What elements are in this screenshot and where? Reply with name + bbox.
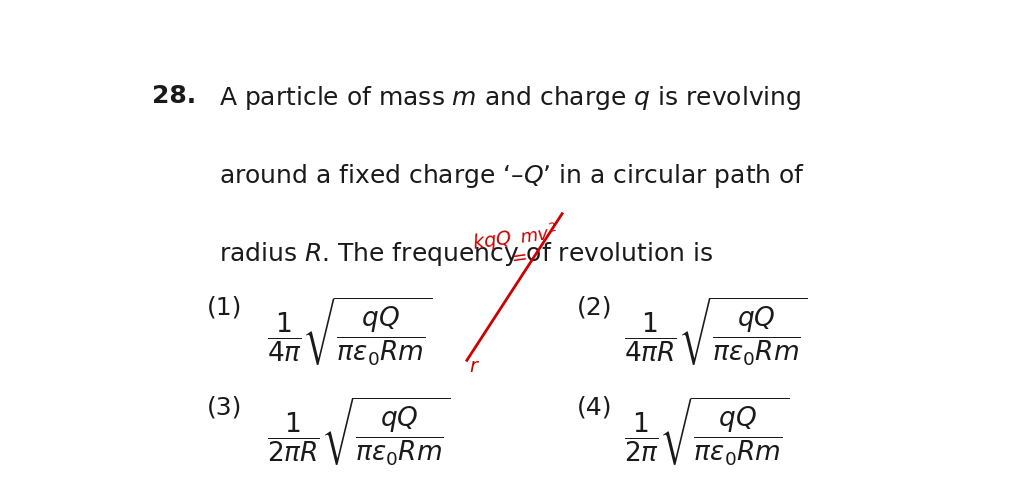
Text: $mv^2$: $mv^2$ <box>518 223 559 248</box>
Text: (4): (4) <box>577 396 612 419</box>
Text: A particle of mass $m$ and charge $q$ is revolving: A particle of mass $m$ and charge $q$ is… <box>219 84 802 112</box>
Text: radius $R$. The frequency of revolution is: radius $R$. The frequency of revolution … <box>219 240 714 268</box>
Text: $\dfrac{1}{4\pi R}\sqrt{\dfrac{qQ}{\pi\varepsilon_0 Rm}}$: $\dfrac{1}{4\pi R}\sqrt{\dfrac{qQ}{\pi\v… <box>624 295 808 368</box>
Text: $\dfrac{1}{2\pi R}\sqrt{\dfrac{qQ}{\pi\varepsilon_0 Rm}}$: $\dfrac{1}{2\pi R}\sqrt{\dfrac{qQ}{\pi\v… <box>267 396 451 468</box>
Text: $=$: $=$ <box>507 245 529 267</box>
Text: (1): (1) <box>207 295 243 320</box>
Text: $kqQ$: $kqQ$ <box>471 227 514 255</box>
Text: $\dfrac{1}{4\pi}\sqrt{\dfrac{qQ}{\pi\varepsilon_0 Rm}}$: $\dfrac{1}{4\pi}\sqrt{\dfrac{qQ}{\pi\var… <box>267 295 432 368</box>
Text: $\dfrac{1}{2\pi}\sqrt{\dfrac{qQ}{\pi\varepsilon_0 Rm}}$: $\dfrac{1}{2\pi}\sqrt{\dfrac{qQ}{\pi\var… <box>624 396 790 468</box>
Text: $r$: $r$ <box>469 357 480 375</box>
Text: (3): (3) <box>207 396 243 419</box>
Text: 28.: 28. <box>152 84 196 108</box>
Text: around a fixed charge ‘–$Q$’ in a circular path of: around a fixed charge ‘–$Q$’ in a circul… <box>219 162 806 190</box>
Text: (2): (2) <box>577 295 612 320</box>
